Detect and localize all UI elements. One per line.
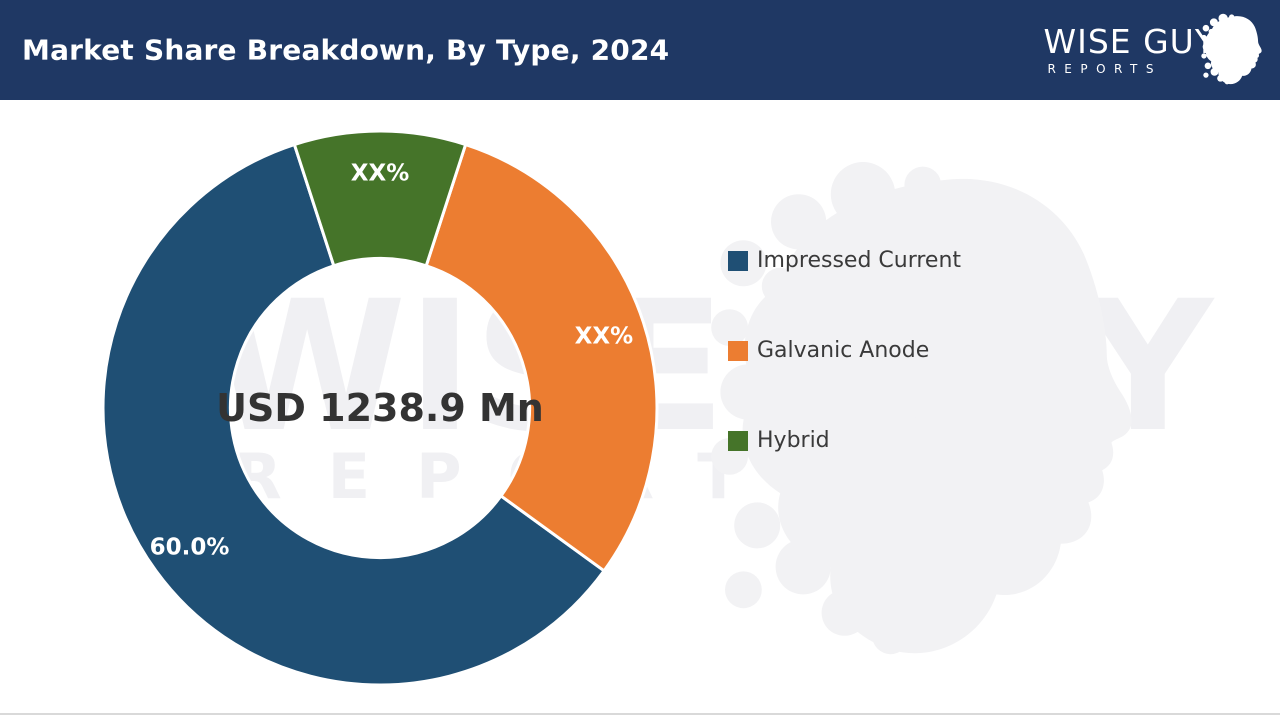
legend-item-1: Galvanic Anode (728, 339, 961, 363)
legend-swatch-icon (728, 251, 748, 271)
wise-guy-logo: WISE GUY REPORTS (1043, 4, 1266, 96)
logo-subtitle: REPORTS (1047, 61, 1162, 76)
logo-text: WISE GUY REPORTS (1043, 22, 1216, 76)
page-title: Market Share Breakdown, By Type, 2024 (22, 33, 670, 67)
legend-swatch-icon (728, 341, 748, 361)
donut-slice-1 (424, 143, 659, 573)
legend-label: Galvanic Anode (757, 338, 930, 363)
donut-slice-0 (101, 143, 606, 687)
legend-swatch-icon (728, 431, 748, 451)
donut-center-value: USD 1238.9 Mn (216, 386, 544, 430)
chart-legend: Impressed Current Galvanic Anode Hybrid (728, 249, 961, 519)
slice-label-2: XX% (351, 161, 410, 187)
header-bar: Market Share Breakdown, By Type, 2024 WI… (0, 0, 1280, 100)
logo-wordmark: WISE GUY (1043, 22, 1216, 62)
bottom-divider (0, 713, 1280, 715)
slice-label-1: XX% (575, 323, 634, 349)
slice-label-0: 60.0% (150, 534, 230, 560)
legend-label: Hybrid (757, 428, 830, 453)
donut-chart: 60.0% XX% XX% (101, 129, 659, 687)
legend-item-2: Hybrid (728, 429, 961, 453)
donut-slice-2 (292, 129, 468, 268)
legend-label: Impressed Current (757, 248, 962, 273)
legend-item-0: Impressed Current (728, 249, 961, 273)
